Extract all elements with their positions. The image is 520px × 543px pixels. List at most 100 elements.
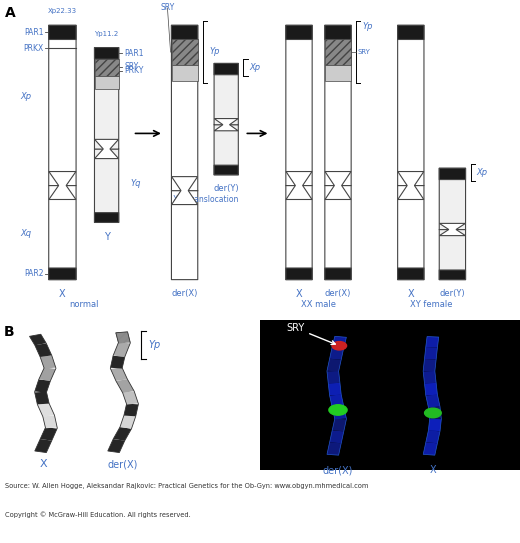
- Text: Copyright © McGraw-Hill Education. All rights reserved.: Copyright © McGraw-Hill Education. All r…: [5, 512, 191, 518]
- Bar: [95, 77, 119, 89]
- Text: X: X: [40, 459, 47, 469]
- Polygon shape: [426, 431, 440, 443]
- Polygon shape: [40, 427, 57, 440]
- FancyBboxPatch shape: [49, 26, 76, 186]
- FancyBboxPatch shape: [214, 165, 238, 175]
- Polygon shape: [332, 407, 346, 419]
- Text: Y: Y: [103, 232, 110, 242]
- Polygon shape: [325, 172, 351, 199]
- Polygon shape: [332, 419, 346, 431]
- Text: XX male: XX male: [301, 300, 336, 309]
- Text: der(X): der(X): [108, 459, 138, 469]
- Text: Yp: Yp: [362, 22, 373, 30]
- Text: Xq: Xq: [20, 229, 31, 238]
- Text: X: X: [408, 289, 414, 299]
- Polygon shape: [332, 336, 346, 348]
- Polygon shape: [95, 140, 119, 159]
- Polygon shape: [124, 403, 138, 416]
- FancyBboxPatch shape: [439, 229, 465, 280]
- Text: der(Y): der(Y): [439, 289, 465, 298]
- FancyBboxPatch shape: [172, 191, 198, 280]
- Text: X: X: [59, 289, 66, 299]
- Text: XY female: XY female: [410, 300, 453, 309]
- Polygon shape: [116, 379, 134, 393]
- FancyBboxPatch shape: [398, 26, 424, 186]
- FancyBboxPatch shape: [286, 26, 312, 186]
- Text: Xp: Xp: [20, 92, 31, 101]
- Polygon shape: [439, 223, 465, 236]
- Polygon shape: [330, 431, 344, 443]
- Text: SRY: SRY: [286, 323, 335, 344]
- Polygon shape: [330, 347, 344, 359]
- Text: SRY: SRY: [357, 49, 370, 55]
- Text: normal: normal: [70, 300, 99, 309]
- Polygon shape: [286, 172, 312, 199]
- Polygon shape: [423, 443, 437, 455]
- Text: Xp22.33: Xp22.33: [48, 8, 77, 14]
- Polygon shape: [108, 439, 125, 452]
- Text: Source: W. Allen Hogge, Aleksandar Rajkovic: Practical Genetics for the Ob-Gyn: : Source: W. Allen Hogge, Aleksandar Rajko…: [5, 483, 369, 489]
- FancyBboxPatch shape: [214, 124, 238, 175]
- FancyBboxPatch shape: [286, 185, 312, 280]
- Text: PAR2: PAR2: [24, 269, 44, 279]
- Polygon shape: [43, 415, 57, 428]
- Polygon shape: [113, 342, 130, 357]
- Text: X;Y translocation: X;Y translocation: [173, 195, 238, 204]
- FancyBboxPatch shape: [49, 185, 76, 280]
- Bar: [95, 59, 119, 77]
- Polygon shape: [328, 383, 341, 395]
- Polygon shape: [327, 359, 341, 371]
- FancyBboxPatch shape: [439, 270, 465, 280]
- Text: X: X: [296, 289, 302, 299]
- Polygon shape: [426, 337, 439, 348]
- Polygon shape: [110, 356, 125, 369]
- FancyBboxPatch shape: [325, 26, 351, 40]
- Text: PAR1: PAR1: [124, 49, 144, 58]
- Text: PAR1: PAR1: [24, 28, 44, 37]
- Polygon shape: [214, 118, 238, 131]
- Circle shape: [329, 405, 347, 415]
- Polygon shape: [30, 334, 46, 345]
- Polygon shape: [116, 332, 131, 343]
- Polygon shape: [123, 392, 138, 405]
- Polygon shape: [327, 371, 340, 383]
- Text: A: A: [5, 7, 16, 20]
- FancyBboxPatch shape: [398, 268, 424, 280]
- Bar: [172, 65, 198, 81]
- Polygon shape: [35, 392, 49, 405]
- Polygon shape: [35, 380, 50, 393]
- Polygon shape: [428, 419, 441, 431]
- Text: B: B: [4, 325, 15, 339]
- Polygon shape: [172, 176, 198, 205]
- Text: der(Y): der(Y): [213, 184, 239, 193]
- FancyBboxPatch shape: [214, 64, 238, 125]
- Polygon shape: [423, 359, 436, 371]
- Text: SRY: SRY: [124, 62, 138, 71]
- Polygon shape: [428, 407, 441, 419]
- Text: Yp: Yp: [209, 47, 219, 56]
- Polygon shape: [423, 371, 436, 383]
- Text: Xp: Xp: [477, 168, 488, 177]
- Circle shape: [424, 408, 441, 418]
- Polygon shape: [424, 347, 437, 359]
- Polygon shape: [327, 443, 341, 455]
- FancyBboxPatch shape: [325, 185, 351, 280]
- FancyBboxPatch shape: [325, 26, 351, 186]
- Bar: [325, 40, 351, 65]
- Polygon shape: [120, 415, 136, 428]
- Polygon shape: [35, 439, 51, 452]
- FancyBboxPatch shape: [214, 64, 238, 75]
- Text: der(X): der(X): [172, 289, 198, 298]
- Text: PRKX: PRKX: [23, 44, 44, 53]
- Bar: [172, 40, 198, 65]
- FancyBboxPatch shape: [95, 48, 119, 59]
- Bar: [325, 65, 351, 81]
- FancyBboxPatch shape: [95, 213, 119, 223]
- Text: Yq: Yq: [130, 179, 140, 188]
- Circle shape: [332, 342, 347, 350]
- Text: der(X): der(X): [325, 289, 351, 298]
- FancyBboxPatch shape: [325, 268, 351, 280]
- FancyBboxPatch shape: [439, 168, 465, 180]
- FancyBboxPatch shape: [172, 26, 198, 191]
- Text: der(X): der(X): [323, 465, 353, 475]
